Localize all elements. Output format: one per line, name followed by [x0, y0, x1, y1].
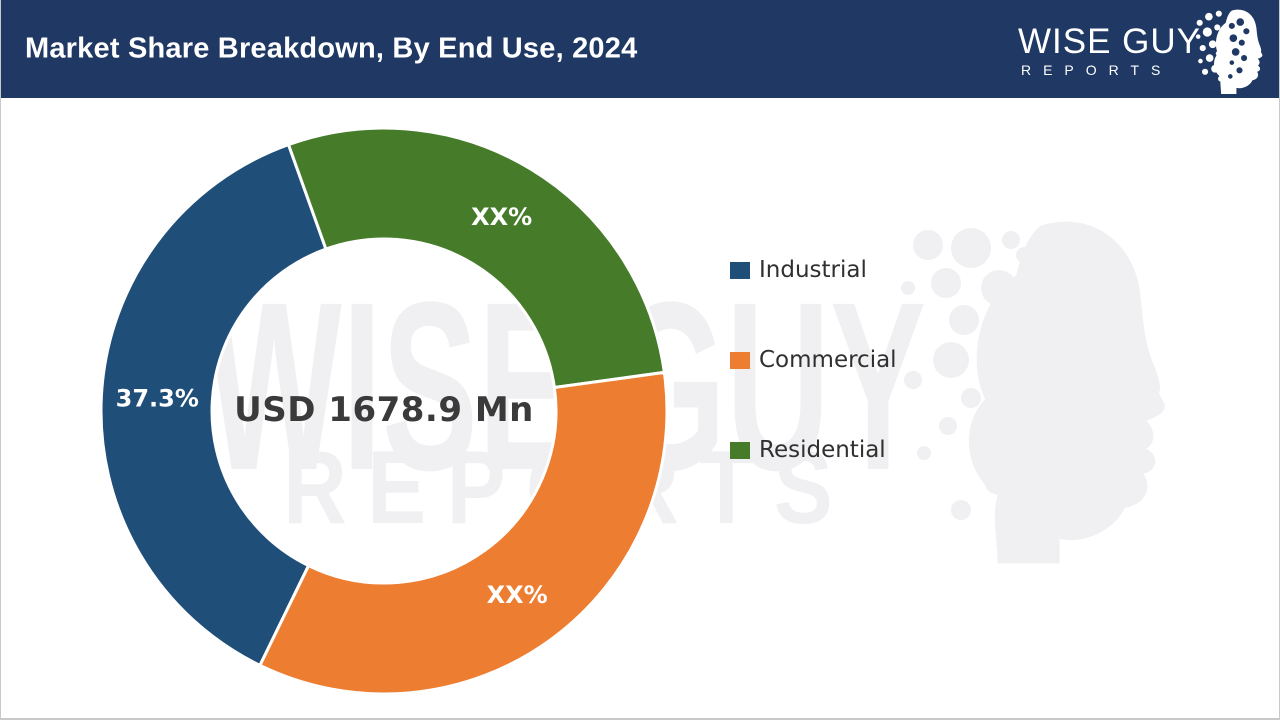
- legend-label-residential: Residential: [759, 437, 886, 463]
- donut-slice-residential: [287, 126, 666, 390]
- legend-label-industrial: Industrial: [759, 257, 867, 283]
- chart-legend: Industrial Commercial Residential: [730, 257, 897, 528]
- page-title: Market Share Breakdown, By End Use, 2024: [25, 32, 638, 65]
- legend-item-commercial: Commercial: [730, 347, 897, 373]
- logo-subtitle: REPORTS: [1020, 61, 1173, 78]
- slice-label-industrial: 37.3%: [116, 385, 199, 413]
- logo-head-profile-icon: [1195, 9, 1263, 94]
- legend-swatch-residential: [730, 441, 750, 459]
- watermark-head-profile-icon: [901, 221, 1165, 564]
- logo-wordmark: WISE GUY: [1017, 21, 1201, 61]
- header-bar: Market Share Breakdown, By End Use, 2024…: [1, 0, 1279, 98]
- donut-chart-container: 37.3% XX% XX%: [99, 126, 669, 700]
- donut-chart: 37.3% XX% XX%: [99, 126, 669, 696]
- wise-guy-logo: WISE GUY REPORTS: [1018, 7, 1265, 94]
- donut-slice-industrial: [99, 143, 328, 667]
- chart-area: WISE GUY REPORTS: [1, 98, 1279, 718]
- legend-label-commercial: Commercial: [759, 347, 897, 373]
- legend-item-residential: Residential: [730, 437, 897, 463]
- slice-label-residential: XX%: [471, 203, 532, 231]
- donut-slice-commercial: [258, 370, 669, 696]
- logo-text: WISE GUY REPORTS: [1018, 24, 1201, 77]
- slice-label-commercial: XX%: [487, 581, 548, 609]
- donut-center-value: USD 1678.9 Mn: [234, 390, 534, 430]
- legend-item-industrial: Industrial: [730, 257, 897, 283]
- legend-swatch-industrial: [730, 261, 750, 279]
- legend-swatch-commercial: [730, 351, 750, 369]
